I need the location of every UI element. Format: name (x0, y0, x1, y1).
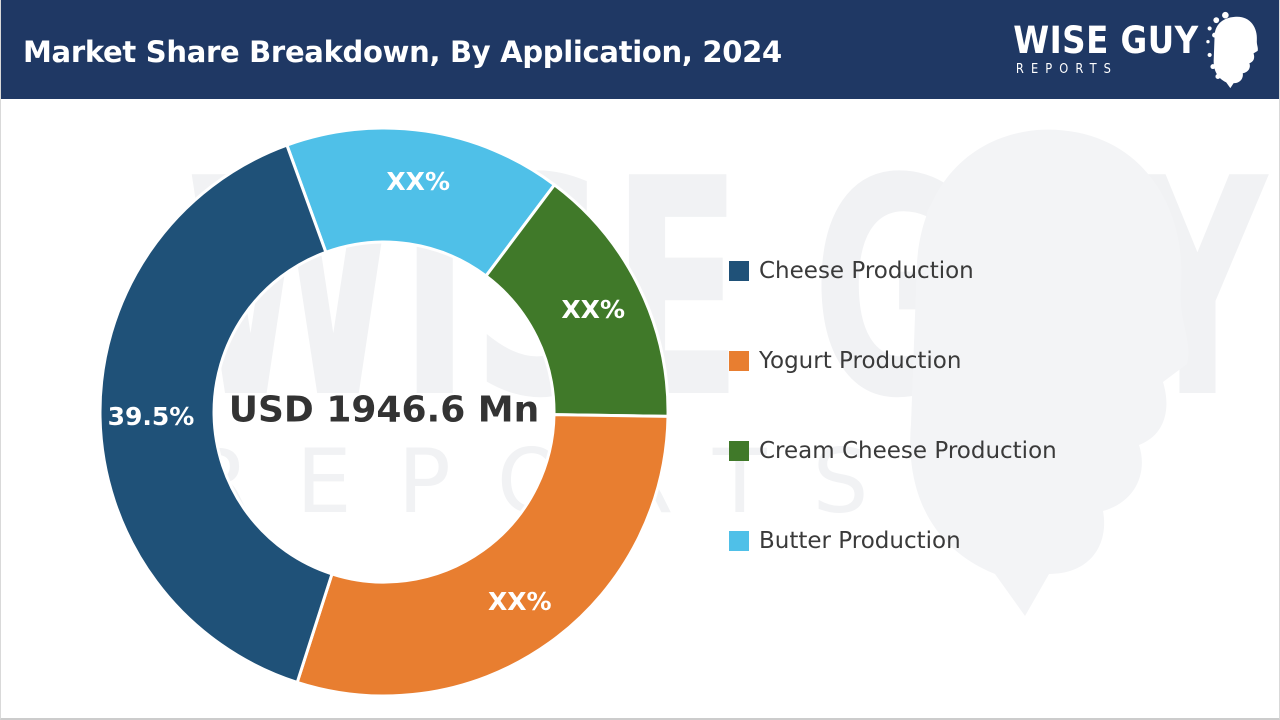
legend-item: Yogurt Production (729, 348, 1057, 374)
slice-label: 39.5% (108, 402, 195, 431)
donut-slice (483, 182, 670, 418)
logo-text: WISE GUY REPORTS (1014, 22, 1199, 77)
slice-label: XX% (488, 587, 552, 616)
slice-label: XX% (561, 295, 625, 324)
donut-slice (284, 126, 557, 279)
legend-item: Cheese Production (729, 258, 1057, 284)
donut-slice (295, 413, 670, 698)
legend-swatch (729, 351, 749, 371)
donut-center-label: USD 1946.6 Mn (228, 389, 540, 431)
legend-swatch (729, 441, 749, 461)
legend-item: Cream Cheese Production (729, 438, 1057, 464)
slice-label: XX% (386, 167, 450, 196)
logo-face-icon (1206, 11, 1258, 88)
header-bar: Market Share Breakdown, By Application, … (1, 0, 1279, 99)
legend-swatch (729, 531, 749, 551)
legend-item: Butter Production (729, 528, 1057, 554)
wiseguy-logo: WISE GUY REPORTS (988, 10, 1261, 90)
donut-slice (98, 143, 334, 685)
logo-wiseguy-label: WISE GUY (1013, 19, 1199, 62)
legend-swatch (729, 261, 749, 281)
legend-label: Yogurt Production (759, 347, 962, 374)
page-title: Market Share Breakdown, By Application, … (23, 34, 782, 69)
logo-reports-label: REPORTS (1016, 62, 1119, 77)
legend-label: Cream Cheese Production (759, 437, 1057, 464)
legend: Cheese Production Yogurt Production Cream … (729, 258, 1057, 618)
legend-label: Butter Production (759, 527, 961, 554)
legend-label: Cheese Production (759, 257, 974, 284)
